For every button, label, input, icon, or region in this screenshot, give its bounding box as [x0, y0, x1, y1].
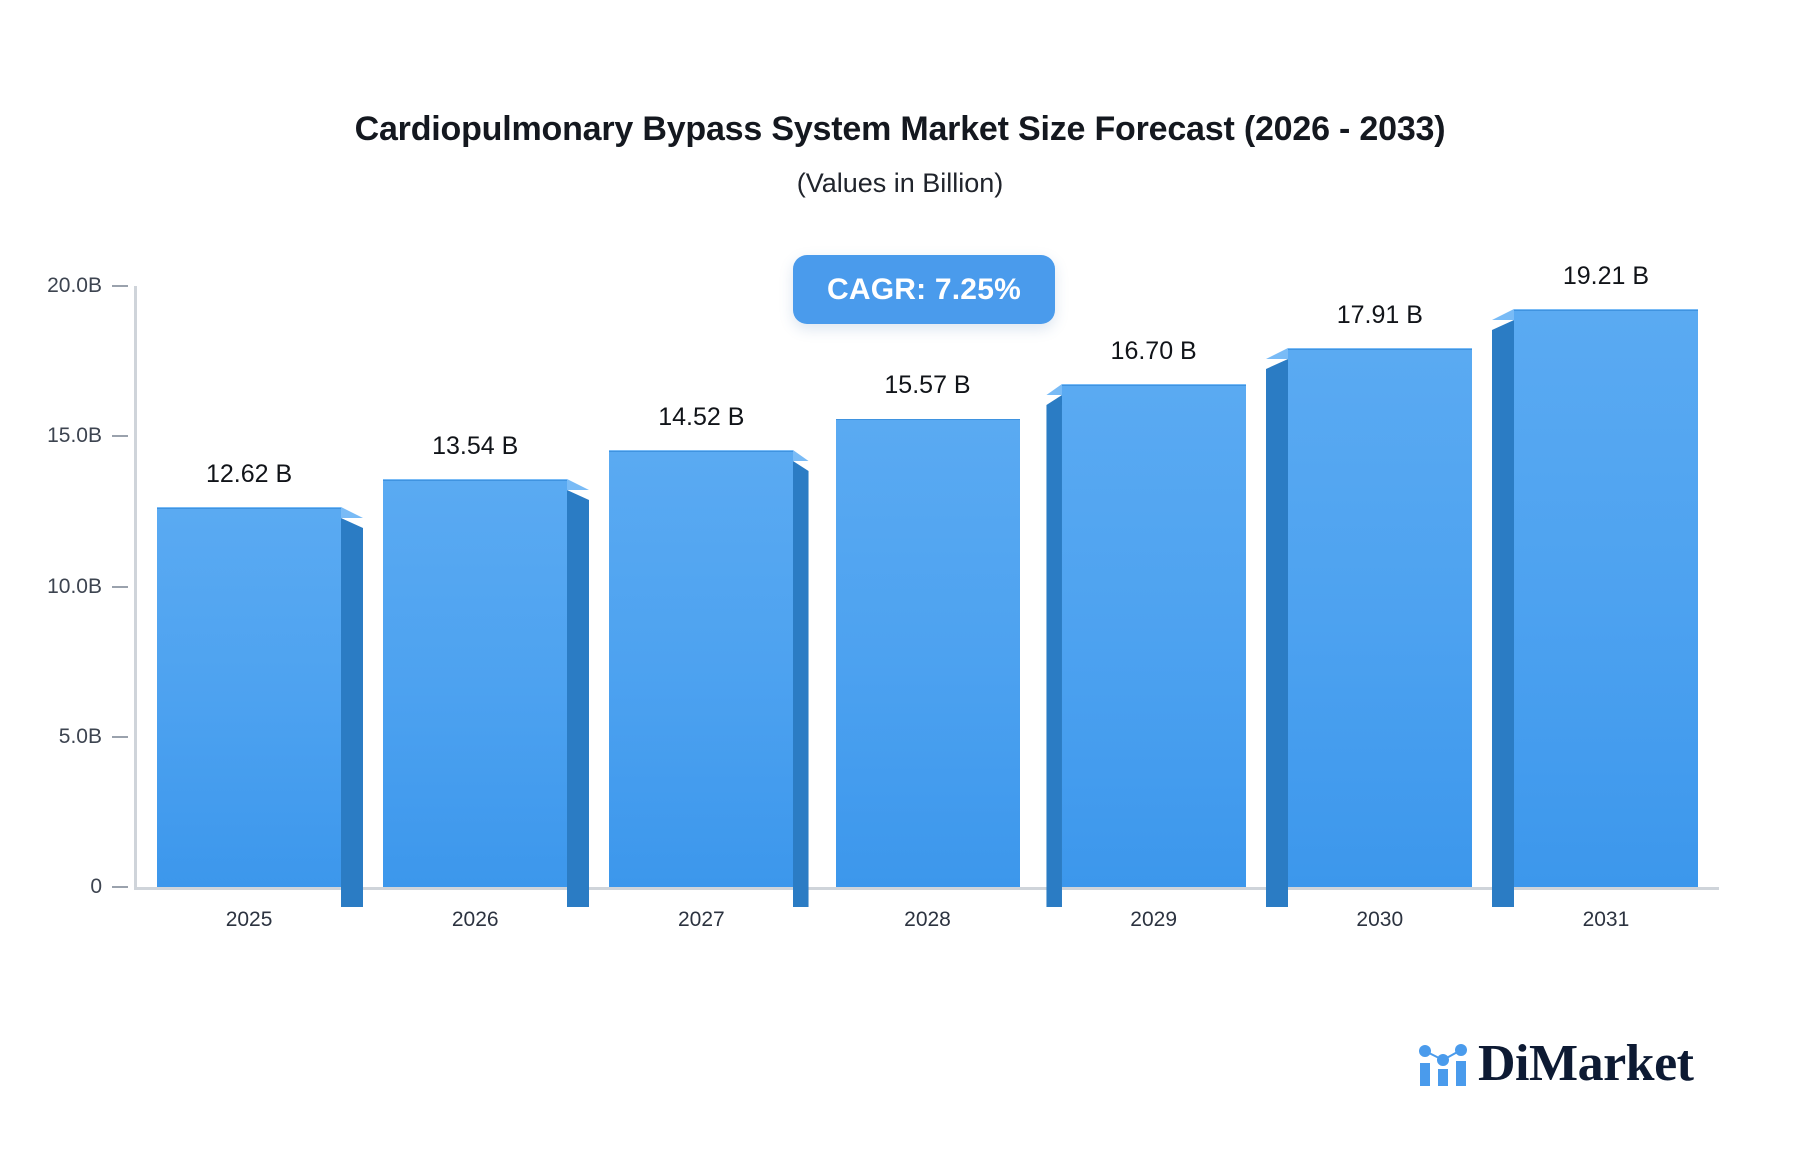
bar-side-face [793, 461, 809, 907]
y-axis-tick-label: 10.0B [47, 574, 102, 598]
bar-value-label: 12.62 B [205, 460, 293, 488]
x-axis-tick-label: 2025 [225, 908, 273, 931]
y-axis-tick-mark [112, 585, 128, 588]
y-axis-tick-label: 5.0B [58, 724, 102, 748]
y-axis-tick-label: 15.0B [47, 424, 102, 448]
bar-value-label: 14.52 B [658, 403, 745, 431]
y-axis-tick-mark [112, 435, 128, 438]
bar-value-label: 13.54 B [432, 432, 519, 460]
bar-front-face[interactable] [157, 508, 341, 887]
y-axis-tick-mark [112, 886, 128, 888]
y-axis-tick-label: 0 [90, 875, 102, 898]
cagr-badge-label: CAGR: 7.25% [827, 272, 1021, 306]
bar-side-face [567, 490, 589, 907]
x-axis-tick-label: 2028 [904, 908, 951, 931]
bar-front-face[interactable] [1062, 385, 1246, 887]
x-axis-tick-label: 2030 [1356, 908, 1404, 931]
x-axis-tick-label: 2029 [1130, 908, 1177, 931]
y-axis-line [134, 286, 137, 889]
page-subtitle: (Values in Billion) [796, 168, 1004, 198]
bar-side-face [341, 518, 363, 907]
x-axis-tick-label: 2027 [677, 908, 725, 931]
x-axis-tick-label: 2026 [451, 908, 499, 931]
y-axis-tick-mark [112, 735, 128, 738]
bar-front-face[interactable] [383, 480, 567, 887]
cagr-badge: CAGR: 7.25% [793, 255, 1055, 324]
x-axis-tick-label: 2031 [1582, 908, 1630, 931]
x-axis-line [134, 887, 1719, 890]
bar-front-face[interactable] [1288, 349, 1472, 887]
bar-side-face [1046, 395, 1062, 907]
page-title: Cardiopulmonary Bypass System Market Siz… [354, 110, 1446, 148]
y-axis-tick-label: 20.0B [47, 274, 102, 297]
bar-front-face[interactable] [609, 451, 793, 887]
bar-value-label: 15.57 B [884, 371, 971, 399]
bar-side-face [1266, 359, 1288, 907]
bar-value-label: 16.70 B [1110, 337, 1197, 365]
y-axis-tick-mark [112, 285, 128, 287]
bar-value-label: 17.91 B [1336, 301, 1423, 329]
bar-value-label: 19.21 B [1562, 262, 1650, 290]
bar-front-face[interactable] [836, 419, 1020, 887]
brand-logo-text: DiMarket [1478, 1035, 1694, 1092]
brand-logo: DiMarket [1418, 1035, 1694, 1092]
bar-chart-icon [1419, 1044, 1467, 1086]
bar-front-face[interactable] [1514, 310, 1698, 887]
bar-side-face [1492, 320, 1514, 907]
